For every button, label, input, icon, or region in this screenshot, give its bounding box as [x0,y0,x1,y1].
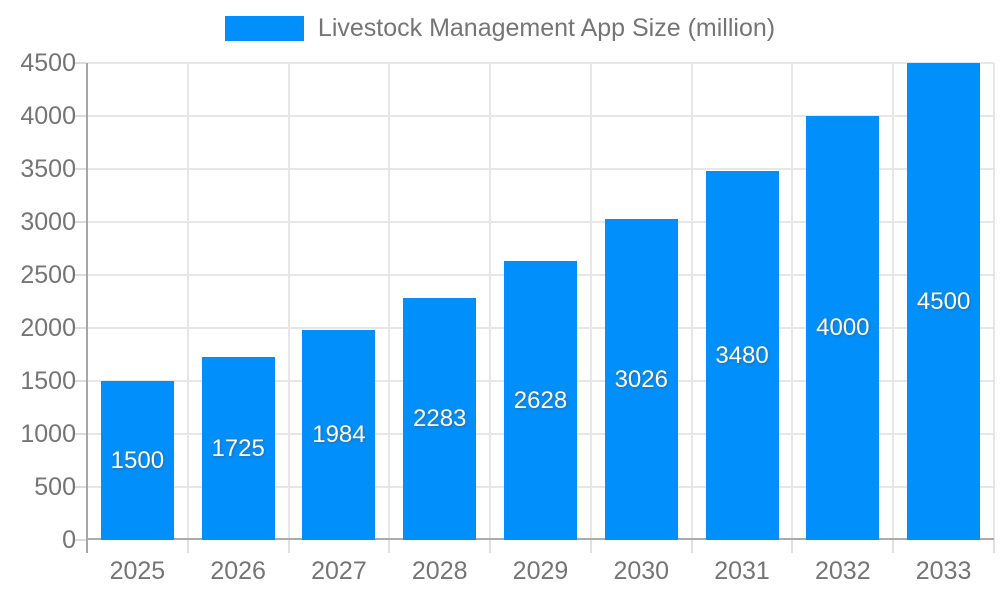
bar-value-label: 1725 [211,434,265,462]
bar [907,63,981,540]
bar [705,171,779,540]
y-tick-label: 500 [34,473,76,501]
gridline-v [690,63,693,540]
x-tick-label: 2031 [714,557,770,585]
bar [403,298,477,540]
x-tick [993,540,995,553]
bar-value-label: 4000 [816,314,870,341]
x-tick-label: 2027 [311,557,367,585]
y-tick [75,274,86,276]
y-tick-label: 2500 [20,261,76,289]
x-tick [589,540,592,553]
y-tick [75,327,86,329]
y-tick [75,486,86,488]
y-axis-line [86,63,88,553]
bar [201,357,275,540]
y-tick [75,168,86,170]
x-tick [287,540,290,553]
y-tick [75,62,86,64]
legend-swatch [224,16,304,41]
plot-area: 1500 1725 1984 2283 2628 3026 3480 4000 4500 [75,62,995,553]
y-tick-label: 0 [62,526,76,554]
bar-value-label: 1500 [110,446,165,474]
legend-item[interactable]: Livestock Management App Size (million) [224,14,776,43]
y-tick-label: 3000 [20,208,76,236]
bar-value-label: 4500 [916,287,971,315]
x-tick [690,540,693,553]
bar-value-label: 1984 [312,420,366,448]
x-tick-label: 2032 [815,557,871,585]
x-tick [186,540,189,553]
gridline-h [87,221,994,223]
legend: Livestock Management App Size (million) [0,14,1000,43]
gridline-v [589,63,592,540]
y-tick-label: 1500 [20,367,76,395]
bar-value-label: 2283 [413,405,467,432]
bar [806,116,880,540]
gridline-v [892,63,895,540]
x-tick-label: 2029 [512,557,569,585]
y-tick-label: 4000 [20,102,76,130]
legend-label: Livestock Management App Size (million) [317,14,776,42]
y-tick-label: 2000 [20,314,76,342]
x-tick [489,540,492,553]
x-tick-label: 2028 [411,557,468,585]
bar [604,219,678,540]
bar-value-label: 2628 [513,386,568,414]
y-tick-label: 4500 [20,49,76,77]
x-tick-label: 2026 [210,557,266,585]
x-tick-label: 2033 [915,557,972,585]
gridline-v [791,63,794,540]
y-tick-label: 1000 [20,420,76,448]
gridline-v [388,63,391,540]
y-tick [75,433,86,435]
x-tick [892,540,895,553]
gridline-v [186,63,189,540]
gridline-v [489,63,492,540]
gridline-v [287,63,290,540]
y-tick [75,539,86,541]
bar [302,329,376,540]
y-tick [75,380,86,382]
bar [100,381,174,540]
gridline-h [87,168,994,170]
gridline-v [993,63,995,540]
gridline-h [87,115,994,117]
gridline-h [87,62,994,64]
x-tick [388,540,391,553]
bar [504,261,577,540]
x-tick-label: 2030 [613,557,670,585]
y-tick-label: 3500 [20,155,76,183]
bar-value-label: 3026 [614,365,668,393]
bar-value-label: 3480 [715,341,769,369]
x-tick [791,540,794,553]
y-tick [75,221,86,223]
x-tick-label: 2025 [109,557,166,585]
y-tick [75,115,86,117]
